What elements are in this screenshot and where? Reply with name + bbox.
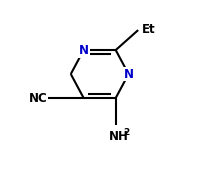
Text: NH: NH bbox=[109, 130, 129, 143]
Text: N: N bbox=[123, 67, 133, 81]
Text: NC: NC bbox=[29, 92, 47, 104]
Text: Et: Et bbox=[142, 23, 155, 36]
Text: N: N bbox=[78, 44, 88, 57]
Text: 2: 2 bbox=[122, 128, 129, 137]
